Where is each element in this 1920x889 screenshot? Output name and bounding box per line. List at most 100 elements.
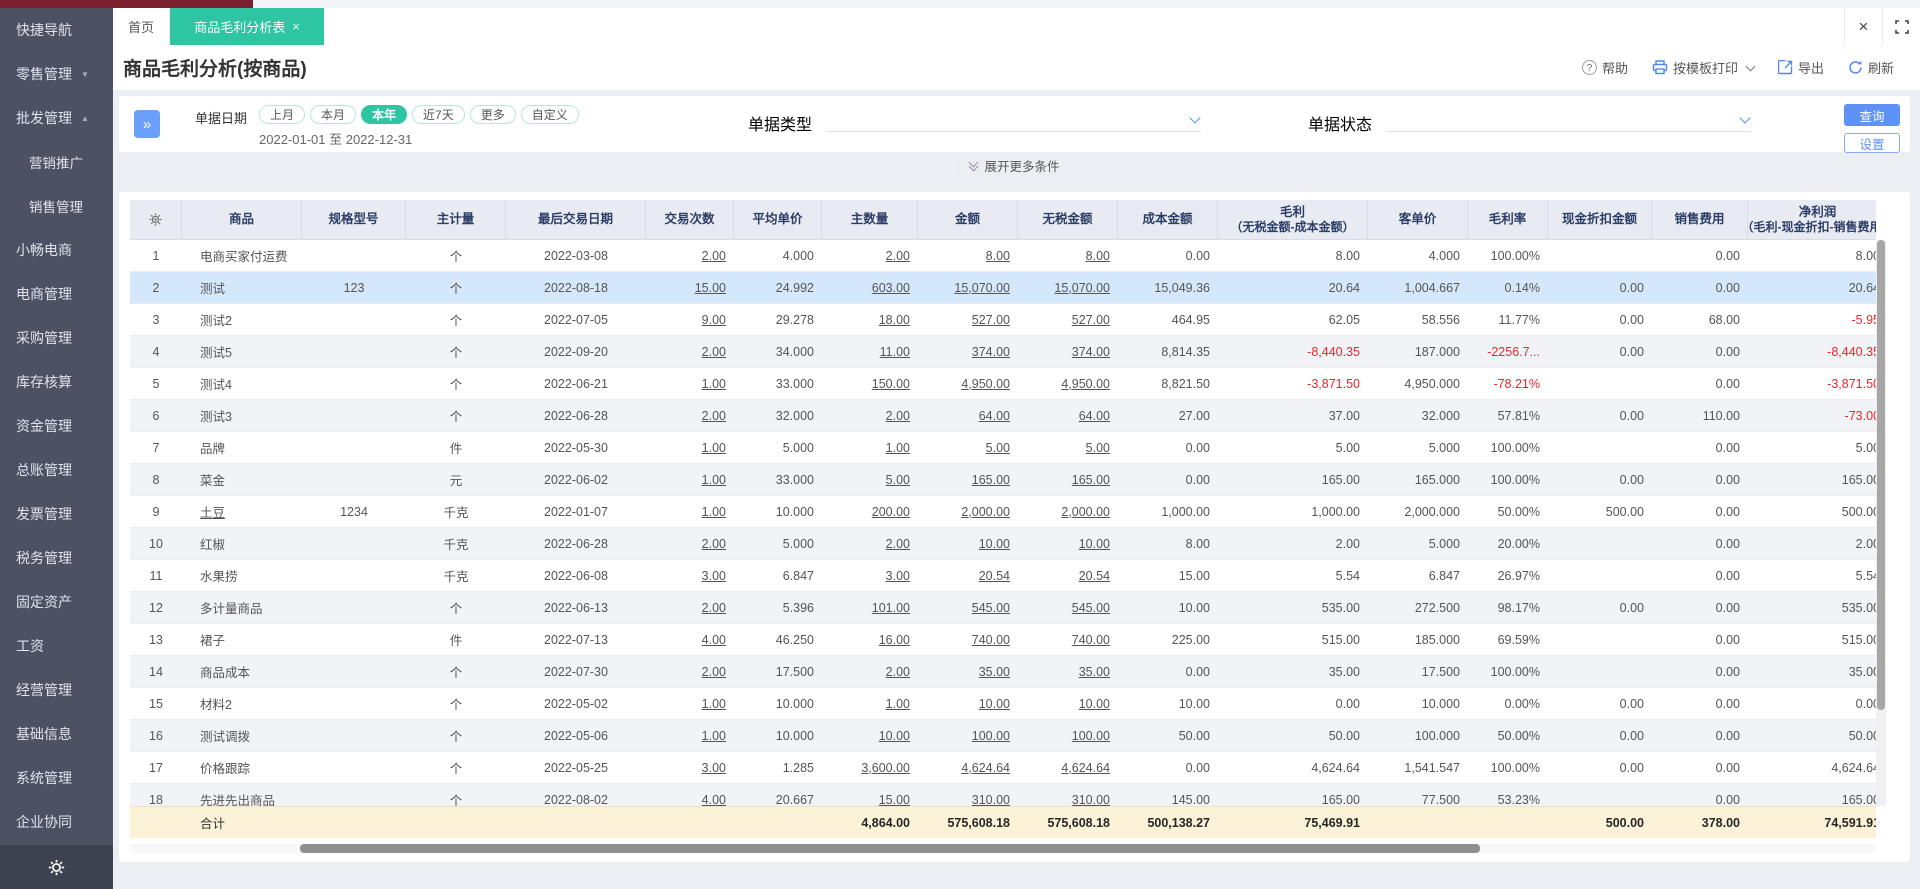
column-settings-gear-icon[interactable] xyxy=(148,212,163,227)
table-row[interactable]: 10 红椒 千克 2022-06-28 2.00 5.000 2.00 10.00 10.00 8… xyxy=(130,528,1876,560)
table-row[interactable]: 18 先进先出商品个 2022-08-02 4.00 20.667 15.00 310.00… xyxy=(130,784,1876,806)
table-row[interactable]: 15 材料2 个 2022-05-02 1.00 10.000 1.00 10.00 10.00… xyxy=(130,688,1876,720)
sidebar-item-invoice-mgmt[interactable]: 发票管理 xyxy=(0,492,113,536)
export-button[interactable]: 导出 xyxy=(1777,58,1824,77)
sidebar-item-enterprise-collab[interactable]: 企业协同 xyxy=(0,800,113,844)
table-row[interactable]: 3 测试2 个 2022-07-05 9.00 29.278 18.00 527.00 527.… xyxy=(130,304,1876,336)
column-header-qty[interactable]: 主数量 xyxy=(822,200,918,240)
doc-date-range[interactable]: 2022-01-01 至 2022-12-31 xyxy=(259,132,413,147)
vertical-scrollbar[interactable] xyxy=(1876,240,1886,806)
column-header-unit[interactable]: 主计量 xyxy=(406,200,506,240)
cell-amount[interactable]: 4,950.00 xyxy=(918,368,1018,400)
cell-tax-free-amount[interactable]: 100.00 xyxy=(1018,720,1118,752)
table-row[interactable]: 1 电商买家付运费个 2022-03-08 2.00 4.000 2.00 8.00 8.00… xyxy=(130,240,1876,272)
cell-trade-count[interactable]: 3.00 xyxy=(646,752,734,784)
sidebar-item-sales-mgmt[interactable]: 销售管理 xyxy=(0,184,113,228)
cell-qty[interactable]: 101.00 xyxy=(822,592,918,624)
table-row[interactable]: 17 价格跟踪个 2022-05-25 3.00 1.285 3,600.00 4,624.… xyxy=(130,752,1876,784)
cell-trade-count[interactable]: 1.00 xyxy=(646,688,734,720)
cell-tax-free-amount[interactable]: 4,950.00 xyxy=(1018,368,1118,400)
sidebar-item-quick-nav[interactable]: 快捷导航 xyxy=(0,8,113,52)
date-chip-last-7-days[interactable]: 近7天 xyxy=(412,105,465,124)
sidebar-item-payroll[interactable]: 工资 xyxy=(0,624,113,668)
sidebar-item-system-mgmt[interactable]: 系统管理 xyxy=(0,756,113,800)
tab-close-icon[interactable]: × xyxy=(292,19,300,34)
sidebar-item-tax-mgmt[interactable]: 税务管理 xyxy=(0,536,113,580)
column-header-last-trade-date[interactable]: 最后交易日期 xyxy=(506,200,646,240)
cell-qty[interactable]: 18.00 xyxy=(822,304,918,336)
sidebar-item-marketing-promo[interactable]: 营销推广 xyxy=(0,140,113,184)
cell-amount[interactable]: 527.00 xyxy=(918,304,1018,336)
date-chip-this-month[interactable]: 本月 xyxy=(310,105,357,124)
table-row[interactable]: 2 测试 123 个 2022-08-18 15.00 24.992 603.00 15,070… xyxy=(130,272,1876,304)
cell-trade-count[interactable]: 2.00 xyxy=(646,592,734,624)
cell-tax-free-amount[interactable]: 15,070.00 xyxy=(1018,272,1118,304)
cell-tax-free-amount[interactable]: 64.00 xyxy=(1018,400,1118,432)
column-header-net-profit[interactable]: 净利润（毛利-现金折扣-销售费用） xyxy=(1742,200,1876,240)
column-header-gross-margin[interactable]: 毛利率 xyxy=(1468,200,1548,240)
cell-qty[interactable]: 2.00 xyxy=(822,240,918,272)
column-header-product[interactable]: 商品 xyxy=(182,200,302,240)
cell-qty[interactable]: 200.00 xyxy=(822,496,918,528)
cell-qty[interactable]: 15.00 xyxy=(822,784,918,807)
cell-tax-free-amount[interactable]: 310.00 xyxy=(1018,784,1118,807)
cell-trade-count[interactable]: 2.00 xyxy=(646,240,734,272)
sidebar-item-funds-mgmt[interactable]: 资金管理 xyxy=(0,404,113,448)
cell-trade-count[interactable]: 1.00 xyxy=(646,720,734,752)
cell-trade-count[interactable]: 9.00 xyxy=(646,304,734,336)
cell-tax-free-amount[interactable]: 545.00 xyxy=(1018,592,1118,624)
cell-qty[interactable]: 2.00 xyxy=(822,528,918,560)
cell-amount[interactable]: 165.00 xyxy=(918,464,1018,496)
settings-gear-icon[interactable] xyxy=(48,859,65,876)
cell-trade-count[interactable]: 2.00 xyxy=(646,400,734,432)
cell-amount[interactable]: 2,000.00 xyxy=(918,496,1018,528)
cell-tax-free-amount[interactable]: 35.00 xyxy=(1018,656,1118,688)
cell-amount[interactable]: 20.54 xyxy=(918,560,1018,592)
sidebar-item-xiaochang-ecommerce[interactable]: 小畅电商 xyxy=(0,228,113,272)
sidebar-item-general-ledger[interactable]: 总账管理 xyxy=(0,448,113,492)
cell-tax-free-amount[interactable]: 4,624.64 xyxy=(1018,752,1118,784)
cell-qty[interactable]: 5.00 xyxy=(822,464,918,496)
chevron-down-icon[interactable] xyxy=(1745,61,1756,71)
tab-product-profit-report[interactable]: 商品毛利分析表 × xyxy=(170,8,324,45)
sidebar-item-wholesale-mgmt[interactable]: 批发管理 ▲ xyxy=(0,96,113,140)
cell-qty[interactable]: 11.00 xyxy=(822,336,918,368)
cell-tax-free-amount[interactable]: 8.00 xyxy=(1018,240,1118,272)
cell-trade-count[interactable]: 2.00 xyxy=(646,656,734,688)
cell-tax-free-amount[interactable]: 165.00 xyxy=(1018,464,1118,496)
column-header-per-customer-price[interactable]: 客单价 xyxy=(1368,200,1468,240)
cell-trade-count[interactable]: 2.00 xyxy=(646,336,734,368)
column-header-tax-free-amount[interactable]: 无税金额 xyxy=(1018,200,1118,240)
horizontal-scrollbar-thumb[interactable] xyxy=(300,844,1480,853)
table-row[interactable]: 14 商品成本个 2022-07-30 2.00 17.500 2.00 35.00 35.0… xyxy=(130,656,1876,688)
cell-qty[interactable]: 10.00 xyxy=(822,720,918,752)
table-row[interactable]: 8 菜金元 2022-06-02 1.00 33.000 5.00 165.00 165.00… xyxy=(130,464,1876,496)
settings-button[interactable]: 设置 xyxy=(1844,133,1900,153)
cell-amount[interactable]: 310.00 xyxy=(918,784,1018,807)
fullscreen-icon[interactable] xyxy=(1882,8,1920,45)
column-header-avg-price[interactable]: 平均单价 xyxy=(734,200,822,240)
cell-trade-count[interactable]: 15.00 xyxy=(646,272,734,304)
table-row[interactable]: 16 测试调拨个 2022-05-06 1.00 10.000 10.00 100.00 10… xyxy=(130,720,1876,752)
vertical-scrollbar-thumb[interactable] xyxy=(1877,240,1885,710)
sidebar-item-inventory-accounting[interactable]: 库存核算 xyxy=(0,360,113,404)
table-row[interactable]: 6 测试3 个 2022-06-28 2.00 32.000 2.00 64.00 64.00 2… xyxy=(130,400,1876,432)
column-header-trade-count[interactable]: 交易次数 xyxy=(646,200,734,240)
table-row[interactable]: 13 裙子件 2022-07-13 4.00 46.250 16.00 740.00 740.… xyxy=(130,624,1876,656)
table-row[interactable]: 7 品牌件 2022-05-30 1.00 5.000 1.00 5.00 5.00 0.00 5… xyxy=(130,432,1876,464)
doc-status-select[interactable] xyxy=(1386,108,1752,132)
cell-qty[interactable]: 2.00 xyxy=(822,656,918,688)
cell-amount[interactable]: 4,624.64 xyxy=(918,752,1018,784)
cell-amount[interactable]: 64.00 xyxy=(918,400,1018,432)
column-header-amount[interactable]: 金额 xyxy=(918,200,1018,240)
column-header-cost-amount[interactable]: 成本金额 xyxy=(1118,200,1218,240)
cell-amount[interactable]: 35.00 xyxy=(918,656,1018,688)
cell-amount[interactable]: 10.00 xyxy=(918,688,1018,720)
cell-trade-count[interactable]: 4.00 xyxy=(646,624,734,656)
cell-tax-free-amount[interactable]: 527.00 xyxy=(1018,304,1118,336)
horizontal-scrollbar[interactable] xyxy=(130,844,1876,853)
date-chip-more[interactable]: 更多 xyxy=(469,105,516,124)
sidebar-item-fixed-assets[interactable]: 固定资产 xyxy=(0,580,113,624)
cell-qty[interactable]: 603.00 xyxy=(822,272,918,304)
table-row[interactable]: 4 测试5 个 2022-09-20 2.00 34.000 11.00 374.00 374.… xyxy=(130,336,1876,368)
